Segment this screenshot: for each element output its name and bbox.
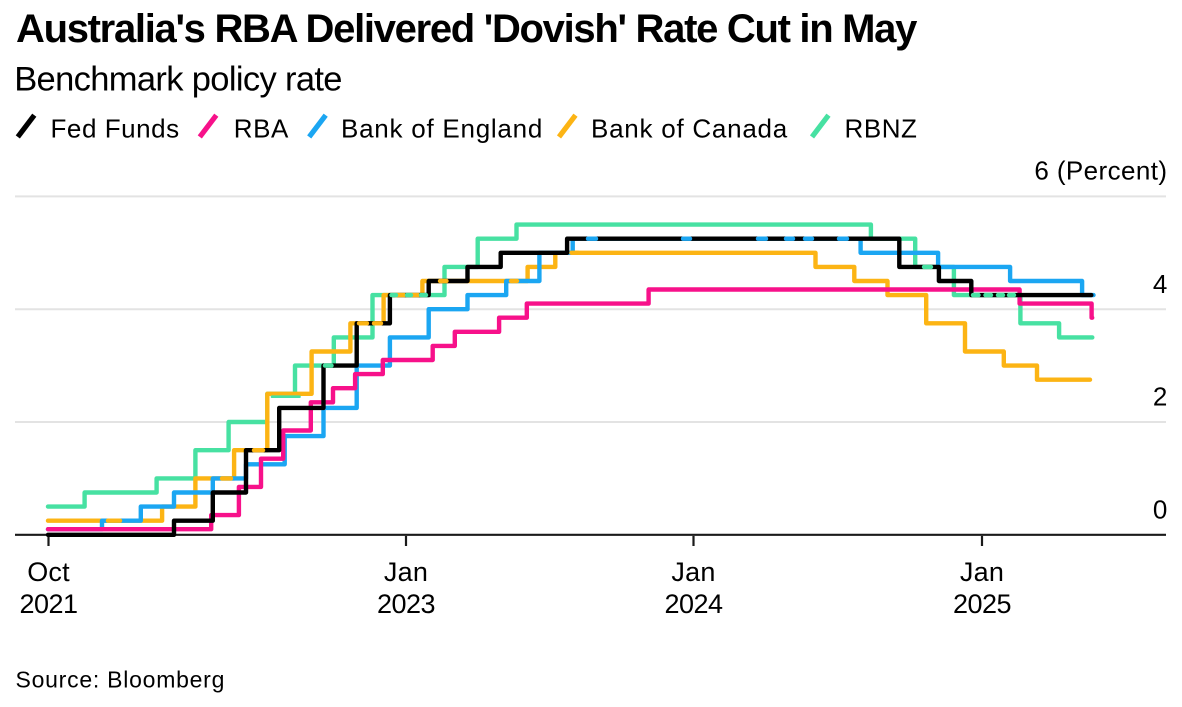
svg-text:RBA: RBA <box>234 113 289 143</box>
svg-text:0: 0 <box>1153 495 1167 525</box>
svg-text:Australia's RBA Delivered 'Dov: Australia's RBA Delivered 'Dovish' Rate … <box>16 7 918 51</box>
svg-text:Jan: Jan <box>960 557 1004 587</box>
svg-text:6 (Percent): 6 (Percent) <box>1034 156 1167 186</box>
svg-text:Benchmark policy rate: Benchmark policy rate <box>14 61 342 99</box>
svg-text:Oct: Oct <box>27 557 70 587</box>
svg-text:Jan: Jan <box>384 557 428 587</box>
svg-text:Bank of England: Bank of England <box>341 113 543 143</box>
svg-text:Fed Funds: Fed Funds <box>51 113 180 143</box>
svg-text:2025: 2025 <box>953 589 1011 619</box>
svg-text:Bank of Canada: Bank of Canada <box>591 113 788 143</box>
svg-text:RBNZ: RBNZ <box>845 113 918 143</box>
svg-text:2024: 2024 <box>664 589 723 619</box>
svg-text:2021: 2021 <box>19 589 77 619</box>
svg-text:2: 2 <box>1153 382 1167 412</box>
svg-text:Jan: Jan <box>671 557 715 587</box>
svg-text:4: 4 <box>1153 269 1167 299</box>
svg-text:2023: 2023 <box>377 589 435 619</box>
svg-text:Source: Bloomberg: Source: Bloomberg <box>16 667 226 693</box>
